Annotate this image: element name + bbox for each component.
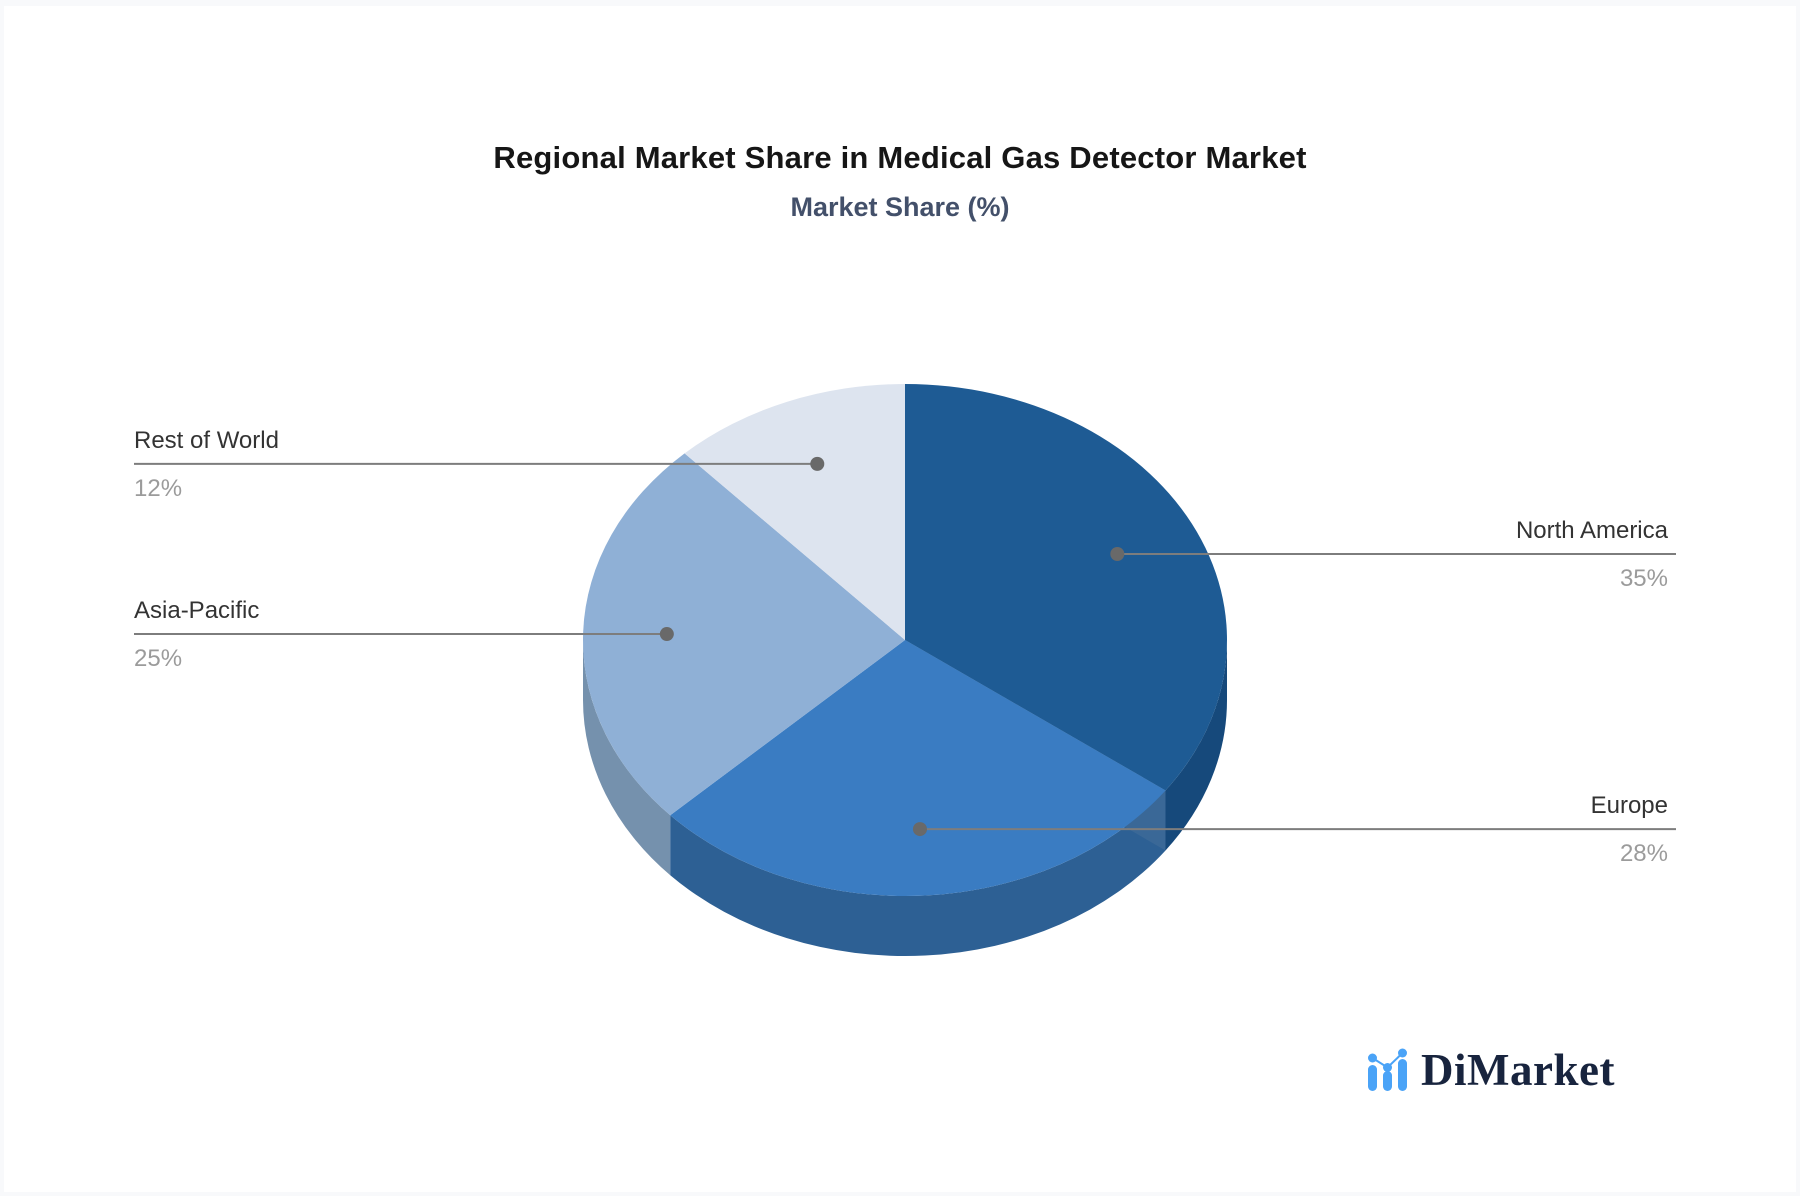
slice-label: Rest of World <box>134 426 279 454</box>
leader-dot-rest-of-world <box>810 456 825 471</box>
pie-slice-north-america <box>905 384 1227 791</box>
pie-chart <box>134 384 1676 956</box>
slice-label: North America <box>1515 516 1668 544</box>
slice-value: 12% <box>134 474 183 502</box>
pie-side-north-america <box>1165 640 1227 851</box>
slice-value: 35% <box>1619 564 1668 592</box>
leader-dot-europe <box>912 822 927 837</box>
pie-side-europe <box>670 790 1166 956</box>
slice-value: 25% <box>134 645 183 673</box>
slice-value: 28% <box>1619 840 1668 868</box>
leader-dot-asia-pacific <box>659 627 674 642</box>
pie-slice-rest-of-world <box>684 384 905 640</box>
pie-slice-asia-pacific <box>582 453 905 816</box>
slice-label: Europe <box>1590 792 1668 820</box>
pie-slices <box>582 384 1227 896</box>
bar-chart-with-trend-dots-icon <box>1368 1048 1407 1091</box>
callout-leader-lines <box>134 456 1676 837</box>
brand-name: DiMarket <box>1421 1045 1615 1095</box>
slice-label: Asia-Pacific <box>134 597 260 625</box>
leader-dot-north-america <box>1110 546 1125 561</box>
chart-subtitle: Market Share (%) <box>790 192 1010 222</box>
pie-side-asia-pacific <box>583 640 671 876</box>
chart-title: Regional Market Share in Medical Gas Det… <box>493 140 1307 175</box>
dimarket-logo: DiMarket <box>1365 1046 1615 1094</box>
pie-slice-europe <box>670 640 1166 896</box>
